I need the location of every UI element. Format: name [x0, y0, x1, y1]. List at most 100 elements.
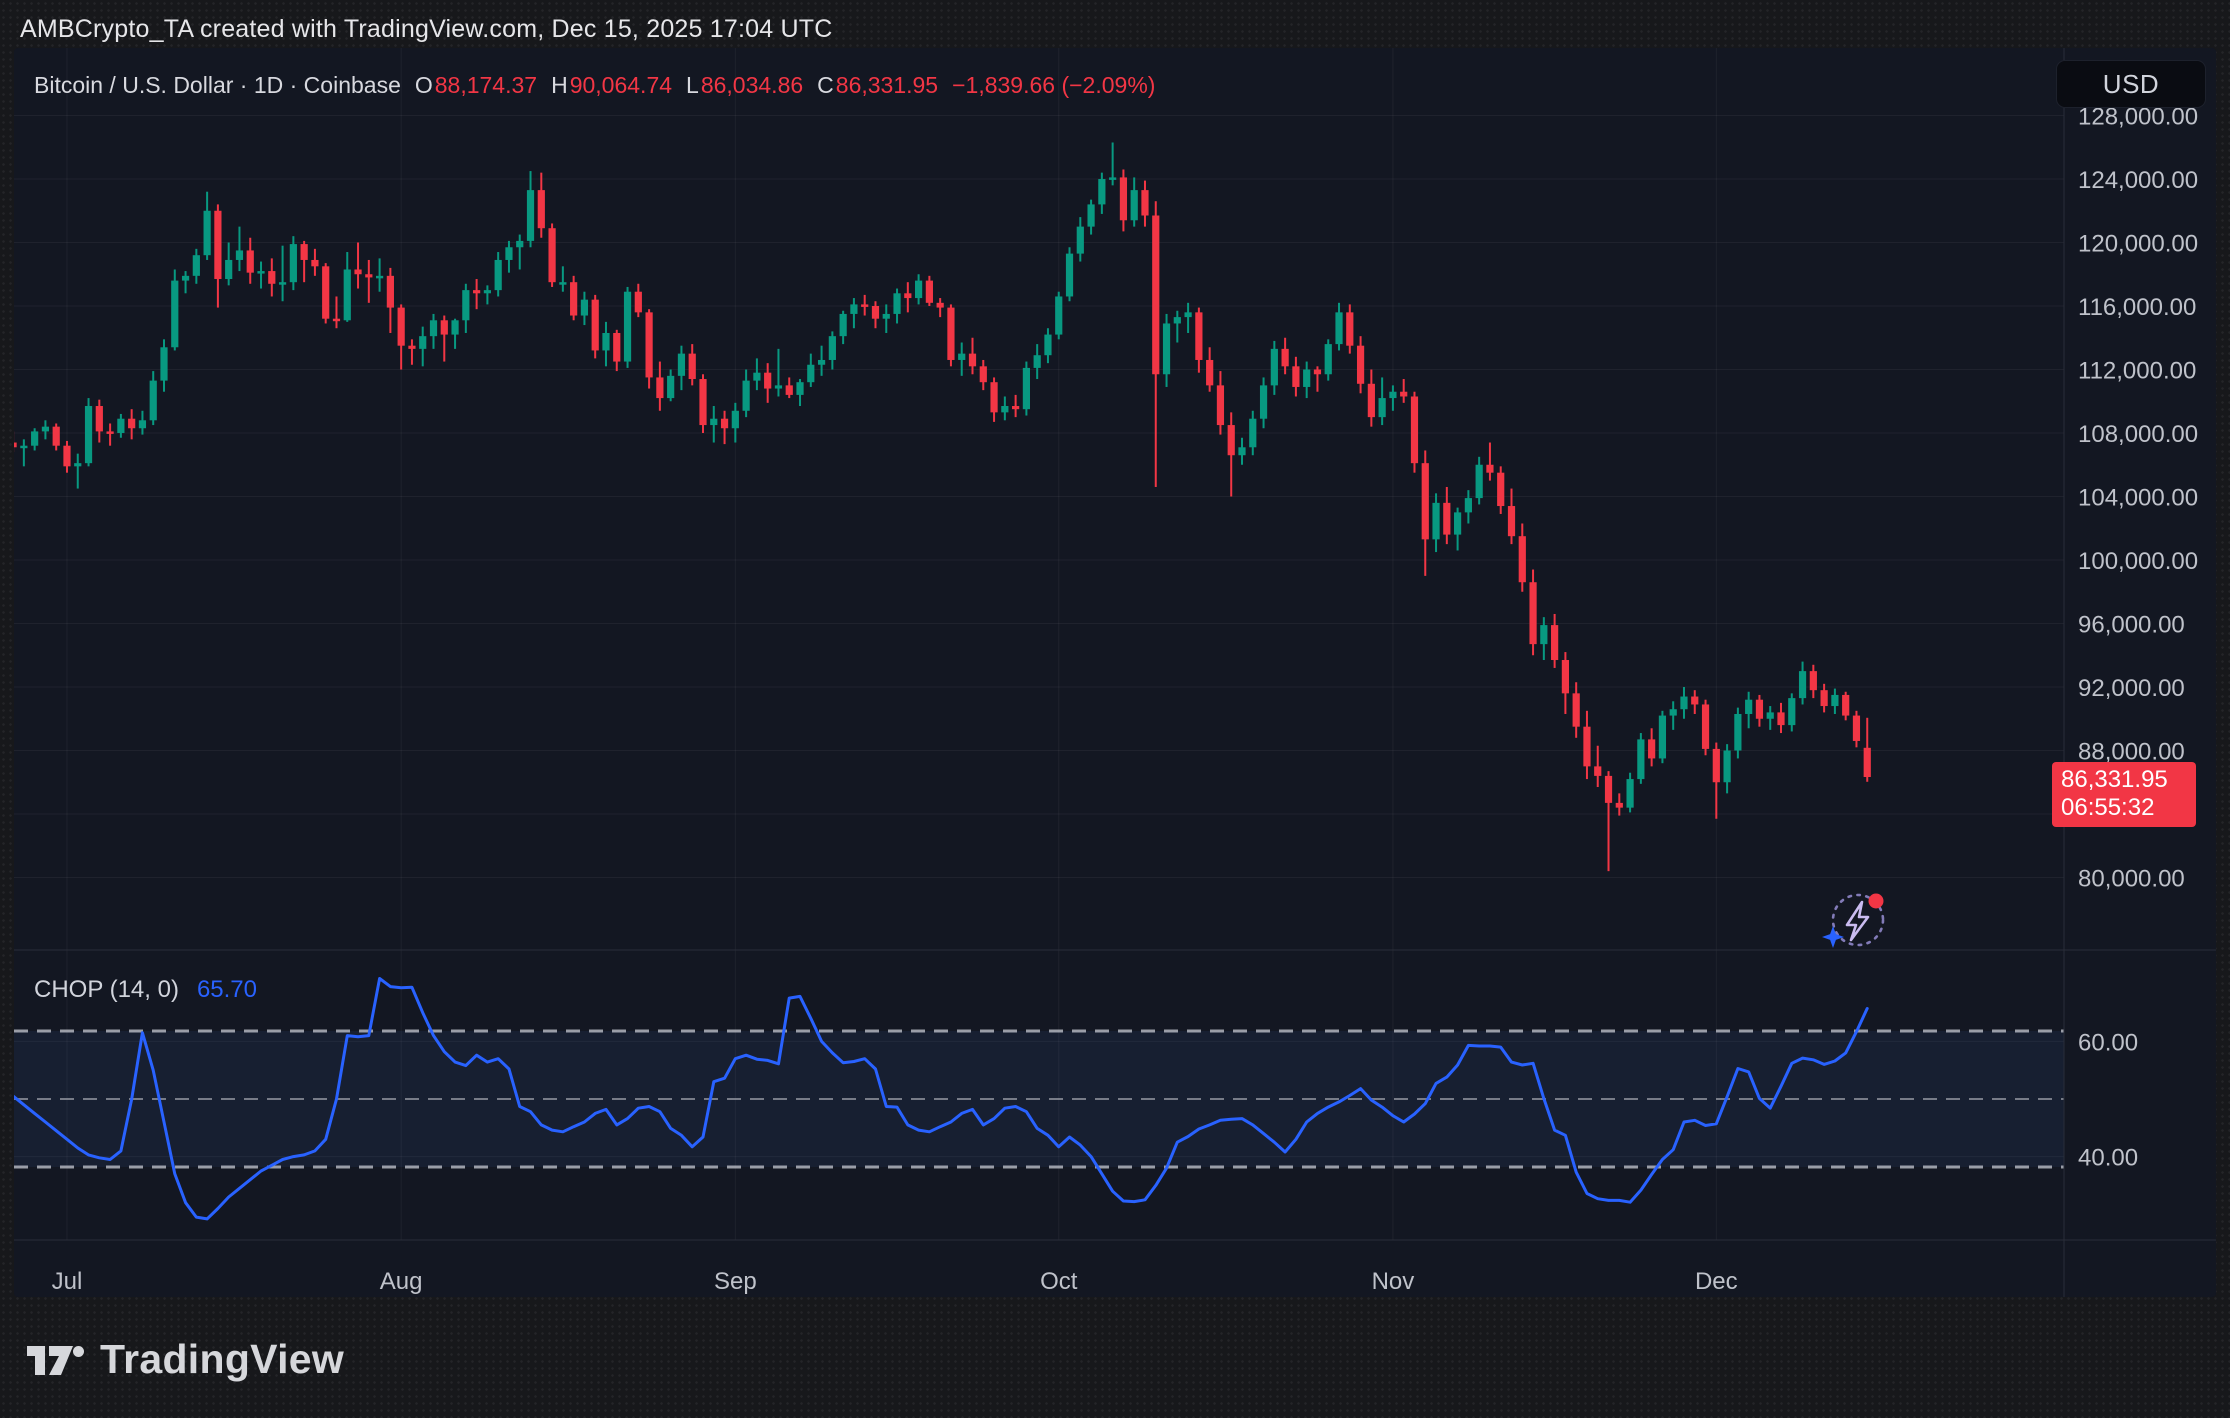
- ohlc-low: L 86,034.86: [686, 72, 804, 98]
- candle: [1012, 394, 1020, 418]
- month-label: Dec: [1695, 1268, 1738, 1295]
- candle: [1432, 493, 1440, 553]
- candle: [1443, 486, 1451, 545]
- price-tick-label: 96,000.00: [2078, 612, 2185, 639]
- candle: [1109, 142, 1117, 186]
- candle: [419, 326, 427, 367]
- candle: [1001, 396, 1009, 421]
- symbol-title: Bitcoin / U.S. Dollar · 1D · Coinbase: [34, 72, 401, 98]
- candle: [1206, 347, 1214, 392]
- candle: [699, 374, 707, 433]
- candle: [667, 369, 675, 402]
- price-tick-label: 120,000.00: [2078, 231, 2198, 258]
- candle: [268, 258, 276, 297]
- candle: [1648, 728, 1656, 767]
- candle: [1486, 442, 1494, 481]
- candle: [1766, 706, 1774, 730]
- month-label: Nov: [1372, 1268, 1415, 1295]
- chart-canvas[interactable]: 128,000.00 124,000.00 120,000.00 116,000.00…: [14, 48, 2216, 1297]
- candle: [300, 240, 308, 283]
- candle: [1044, 328, 1052, 364]
- candle: [936, 298, 944, 318]
- candle: [1798, 661, 1807, 705]
- candle: [1378, 377, 1386, 426]
- candle: [1734, 707, 1742, 759]
- candle: [1820, 683, 1828, 713]
- candle: [979, 359, 987, 391]
- candle: [904, 282, 912, 313]
- candle: [1755, 694, 1764, 727]
- tradingview-logo[interactable]: TradingView: [26, 1336, 344, 1383]
- pane-separators[interactable]: [14, 48, 2216, 1297]
- candle: [1410, 391, 1419, 473]
- candle: [613, 329, 621, 372]
- indicator-legend[interactable]: CHOP (14, 0) 65.70: [34, 976, 257, 1004]
- candle: [839, 310, 847, 345]
- price-tick-label: 92,000.00: [2078, 675, 2185, 702]
- candle: [1777, 702, 1785, 734]
- candle: [1723, 744, 1731, 794]
- candle: [656, 361, 664, 411]
- candles-group: [14, 142, 1871, 872]
- chop-tick-label: 60.00: [2078, 1029, 2138, 1056]
- candle: [580, 291, 589, 326]
- candle: [354, 242, 362, 289]
- month-label: Sep: [714, 1268, 757, 1295]
- candle: [1863, 717, 1871, 782]
- candle: [559, 266, 567, 292]
- candle: [473, 279, 481, 310]
- candle: [537, 172, 545, 238]
- candle: [1637, 733, 1645, 784]
- candle: [138, 410, 147, 435]
- candle: [483, 285, 491, 305]
- month-label: Aug: [380, 1268, 423, 1295]
- candle: [1367, 369, 1375, 427]
- gridlines: [14, 48, 2064, 1240]
- candle: [1076, 217, 1084, 262]
- candle: [74, 453, 82, 489]
- candle: [850, 298, 858, 329]
- candle: [677, 345, 686, 391]
- candle: [128, 409, 136, 440]
- month-label: Oct: [1040, 1268, 1078, 1295]
- candle: [84, 398, 93, 467]
- candle: [192, 248, 200, 284]
- price-tick-label: 128,000.00: [2078, 104, 2198, 131]
- candle: [785, 377, 793, 399]
- candle: [225, 242, 233, 286]
- candle: [52, 423, 60, 451]
- candle: [1680, 687, 1688, 719]
- price-tick-label: 108,000.00: [2078, 421, 2198, 448]
- candle: [41, 420, 50, 440]
- candle: [731, 402, 739, 443]
- candle: [1594, 745, 1602, 788]
- candle: [1152, 201, 1160, 487]
- candle: [1831, 688, 1839, 714]
- currency-toggle-button[interactable]: USD: [2056, 60, 2206, 108]
- month-label: Jul: [52, 1268, 83, 1295]
- candle: [1249, 410, 1257, 456]
- candle: [149, 371, 157, 426]
- candle: [1313, 366, 1322, 392]
- candle: [494, 252, 502, 297]
- candle: [1270, 340, 1278, 395]
- candle: [1788, 693, 1796, 732]
- tradingview-wordmark: TradingView: [100, 1336, 345, 1382]
- candle: [214, 204, 222, 308]
- candle: [1259, 377, 1268, 429]
- candle: [1540, 617, 1548, 661]
- candle: [1626, 772, 1634, 813]
- flash-refresh-icon: [1822, 893, 1885, 948]
- candle: [332, 296, 341, 329]
- ohlc-close: C 86,331.95: [817, 72, 939, 98]
- candle: [602, 321, 610, 367]
- candle: [376, 258, 384, 292]
- time-scale[interactable]: Jul Aug Sep Oct Nov Dec: [52, 1268, 1738, 1295]
- candle: [1572, 682, 1580, 738]
- candle: [1454, 507, 1462, 551]
- candle: [1583, 710, 1591, 780]
- candle: [1162, 313, 1171, 387]
- candle: [117, 413, 125, 438]
- candle: [1497, 466, 1505, 514]
